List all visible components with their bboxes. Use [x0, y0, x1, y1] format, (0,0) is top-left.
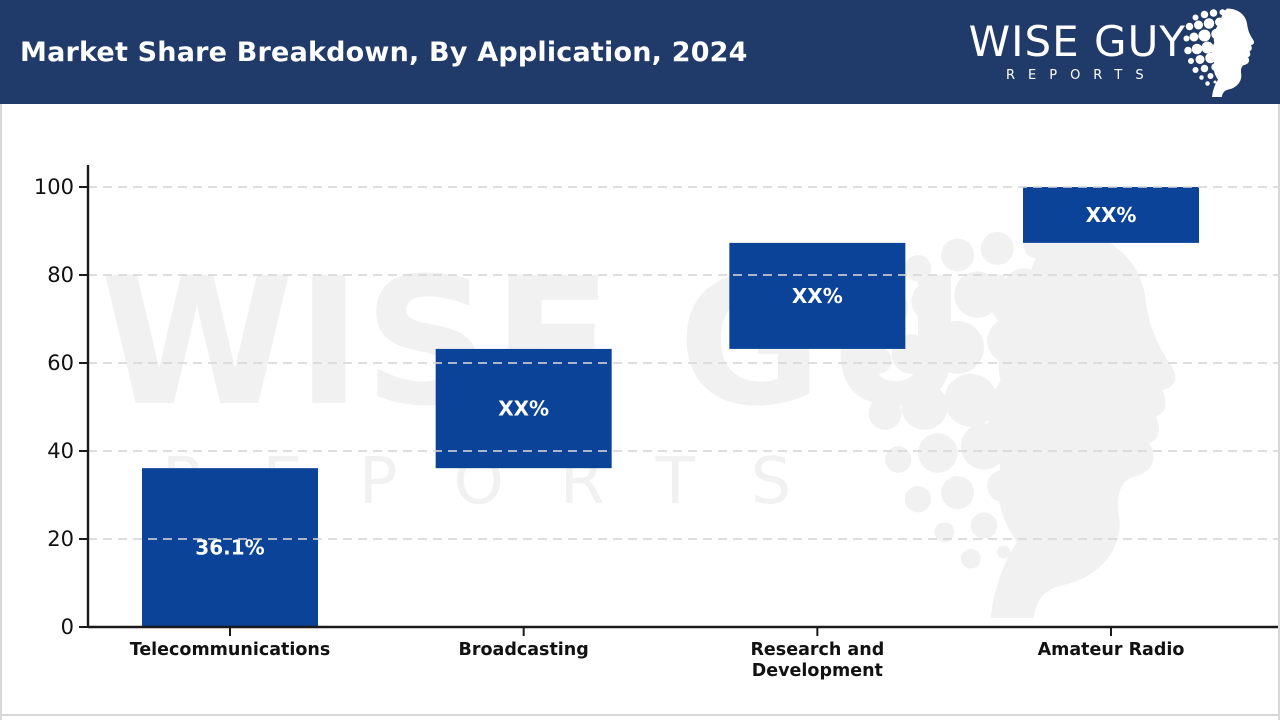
frame-bottom-border	[0, 714, 1280, 716]
y-tick-label-60: 60	[47, 351, 74, 375]
brand-subname: REPORTS	[1005, 68, 1157, 83]
bar-label-3: XX%	[792, 284, 843, 308]
y-tick-label-20: 20	[47, 527, 74, 551]
y-tick-label-80: 80	[47, 263, 74, 287]
category-label-3: Development	[752, 661, 883, 681]
frame-left-border	[0, 104, 2, 720]
category-label-4: Amateur Radio	[1038, 640, 1185, 660]
category-label-3: Research and	[750, 640, 884, 660]
waterfall-chart: 36.1%XX%XX%XX%020406080100Telecommunicat…	[34, 165, 1280, 681]
page-title: Market Share Breakdown, By Application, …	[20, 36, 748, 68]
category-label-2: Broadcasting	[459, 640, 589, 660]
y-tick-label-0: 0	[61, 615, 74, 639]
wiseguy-face-icon	[1183, 8, 1254, 97]
bar-1	[142, 468, 318, 627]
bar-2	[435, 348, 612, 469]
y-tick-label-40: 40	[47, 439, 74, 463]
brand-name: WISE GUY	[968, 17, 1186, 66]
brand-logo: WISE GUY REPORTS	[969, 7, 1256, 97]
bar-label-2: XX%	[498, 397, 549, 421]
category-label-1: Telecommunications	[130, 640, 331, 660]
frame-right-border	[1278, 104, 1280, 720]
bar-label-4: XX%	[1086, 203, 1137, 227]
y-tick-label-100: 100	[34, 175, 74, 199]
header-bar: Market Share Breakdown, By Application, …	[0, 0, 1280, 104]
brand-logo-text: WISE GUY REPORTS	[968, 17, 1186, 84]
